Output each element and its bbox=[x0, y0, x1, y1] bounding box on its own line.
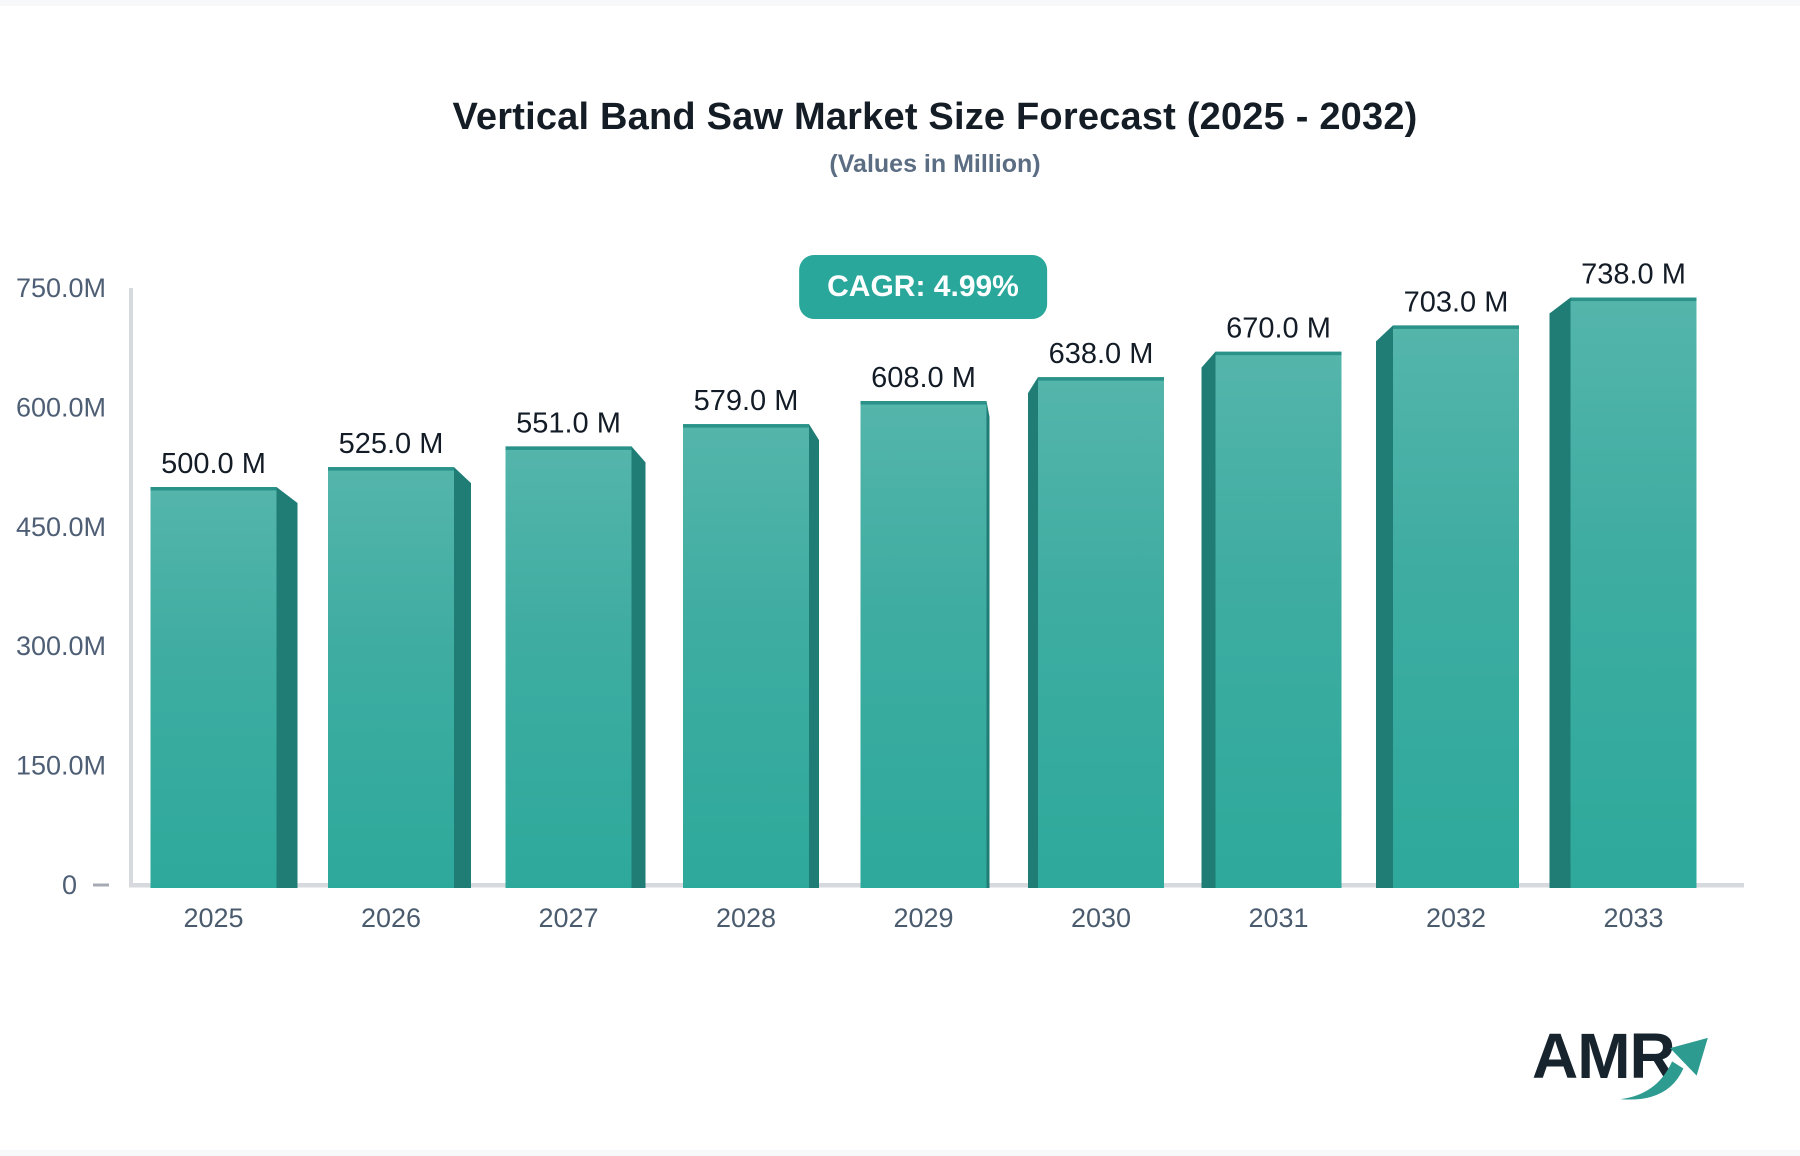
bar-side-face bbox=[454, 467, 471, 888]
bar-group-2028: 579.0 M 2028 bbox=[683, 385, 819, 933]
bar-face bbox=[1570, 297, 1697, 888]
bar-value-label: 738.0 M bbox=[1581, 259, 1686, 291]
cagr-badge-label: CAGR: 4.99% bbox=[827, 270, 1019, 303]
bar-value-label: 525.0 M bbox=[339, 428, 444, 460]
top-edge-strip bbox=[0, 0, 1800, 6]
chart-subtitle: (Values in Million) bbox=[829, 150, 1041, 178]
y-axis-line bbox=[129, 288, 133, 887]
x-tick-label: 2027 bbox=[538, 903, 598, 933]
bar-group-2030: 638.0 M 2030 bbox=[1028, 338, 1164, 933]
bar-top-edge bbox=[1393, 325, 1519, 329]
x-tick-label: 2032 bbox=[1426, 903, 1486, 933]
y-tick-label: 750.0M bbox=[16, 273, 106, 303]
bar-top-edge bbox=[1215, 351, 1342, 356]
bar-side-face bbox=[1549, 297, 1571, 888]
y-tick-label: 600.0M bbox=[16, 392, 106, 422]
bar-value-label: 551.0 M bbox=[516, 407, 621, 439]
bar-group-2026: 525.0 M 2026 bbox=[328, 428, 471, 933]
bar-side-face bbox=[809, 424, 819, 888]
bottom-edge-strip bbox=[0, 1150, 1800, 1156]
bar-side-face bbox=[631, 446, 646, 888]
bar-value-label: 670.0 M bbox=[1226, 313, 1331, 345]
bar-top-edge bbox=[1038, 377, 1164, 381]
y-zero-label: 0 bbox=[62, 870, 77, 900]
bar-top-edge bbox=[1570, 297, 1697, 302]
bar-top-edge bbox=[328, 467, 454, 471]
bar-face bbox=[1393, 325, 1519, 888]
bar-face bbox=[1215, 351, 1342, 888]
x-tick-label: 2029 bbox=[893, 903, 953, 933]
bar-face bbox=[683, 424, 809, 888]
amr-logo: AMR bbox=[1532, 1024, 1732, 1114]
bar-side-face bbox=[1201, 351, 1216, 888]
bar-group-2025: 500.0 M 2025 bbox=[150, 448, 298, 933]
x-tick-label: 2030 bbox=[1071, 903, 1131, 933]
x-tick-label: 2026 bbox=[361, 903, 421, 933]
amr-logo-text: AMR bbox=[1532, 1020, 1676, 1092]
bar-top-edge bbox=[860, 401, 987, 405]
growth-arrow-icon bbox=[1620, 1037, 1708, 1100]
bar-value-label: 500.0 M bbox=[161, 448, 266, 480]
bar-group-2031: 670.0 M 2031 bbox=[1201, 313, 1342, 933]
bar-face bbox=[1038, 377, 1164, 888]
bar-top-edge bbox=[505, 446, 632, 450]
bar-side-face bbox=[1028, 377, 1038, 888]
bar-top-edge bbox=[683, 424, 809, 428]
zero-tick-dash bbox=[93, 883, 109, 887]
bar-top-edge bbox=[150, 487, 277, 491]
chart-title: Vertical Band Saw Market Size Forecast (… bbox=[452, 96, 1418, 138]
bar-side-face bbox=[276, 487, 298, 888]
y-tick-label: 450.0M bbox=[16, 512, 106, 542]
bar-value-label: 638.0 M bbox=[1049, 338, 1154, 370]
x-tick-label: 2033 bbox=[1603, 903, 1663, 933]
bar-group-2029: 608.0 M 2029 bbox=[860, 362, 990, 933]
y-tick-label: 300.0M bbox=[16, 631, 106, 661]
x-tick-label: 2025 bbox=[183, 903, 243, 933]
bar-value-label: 608.0 M bbox=[871, 362, 976, 394]
x-tick-label: 2028 bbox=[716, 903, 776, 933]
bar-group-2033: 738.0 M 2033 bbox=[1549, 259, 1697, 933]
bar-group-2027: 551.0 M 2027 bbox=[505, 407, 646, 933]
bar-value-label: 703.0 M bbox=[1404, 286, 1509, 318]
bar-face bbox=[328, 467, 454, 888]
bar-face bbox=[860, 401, 987, 888]
bar-value-label: 579.0 M bbox=[694, 385, 799, 417]
bar-side-face bbox=[1376, 325, 1393, 888]
x-tick-label: 2031 bbox=[1248, 903, 1308, 933]
bar-face bbox=[150, 487, 277, 888]
y-tick-label: 150.0M bbox=[16, 751, 106, 781]
bar-face bbox=[505, 446, 632, 888]
cagr-badge: CAGR: 4.99% bbox=[799, 255, 1047, 319]
bar-group-2032: 703.0 M 2032 bbox=[1376, 286, 1519, 933]
bar-side-face bbox=[986, 401, 990, 888]
